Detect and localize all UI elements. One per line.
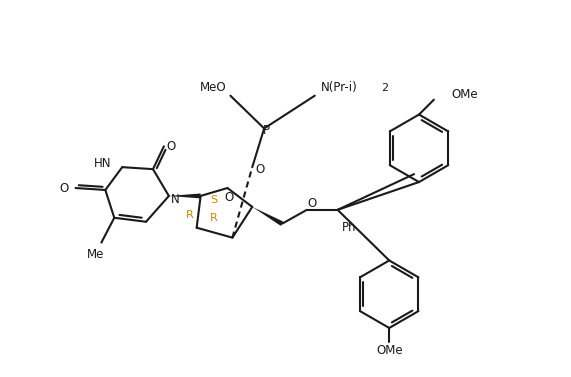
Text: O: O [307, 198, 316, 210]
Text: O: O [166, 140, 175, 153]
Text: Me: Me [87, 248, 104, 261]
Text: R: R [210, 213, 218, 223]
Text: OMe: OMe [452, 88, 478, 101]
Text: R: R [186, 210, 194, 220]
Polygon shape [252, 207, 283, 226]
Text: N: N [171, 193, 179, 207]
Text: OMe: OMe [376, 344, 403, 357]
Text: O: O [256, 162, 265, 176]
Text: Ph: Ph [342, 221, 357, 234]
Text: N(Pr-i): N(Pr-i) [321, 81, 357, 94]
Text: S: S [210, 195, 217, 205]
Text: HN: HN [94, 157, 111, 170]
Text: 2: 2 [381, 83, 388, 93]
Text: MeO: MeO [200, 81, 227, 94]
Text: O: O [59, 181, 69, 195]
Text: P: P [263, 124, 270, 137]
Polygon shape [169, 193, 200, 198]
Text: O: O [225, 192, 234, 204]
